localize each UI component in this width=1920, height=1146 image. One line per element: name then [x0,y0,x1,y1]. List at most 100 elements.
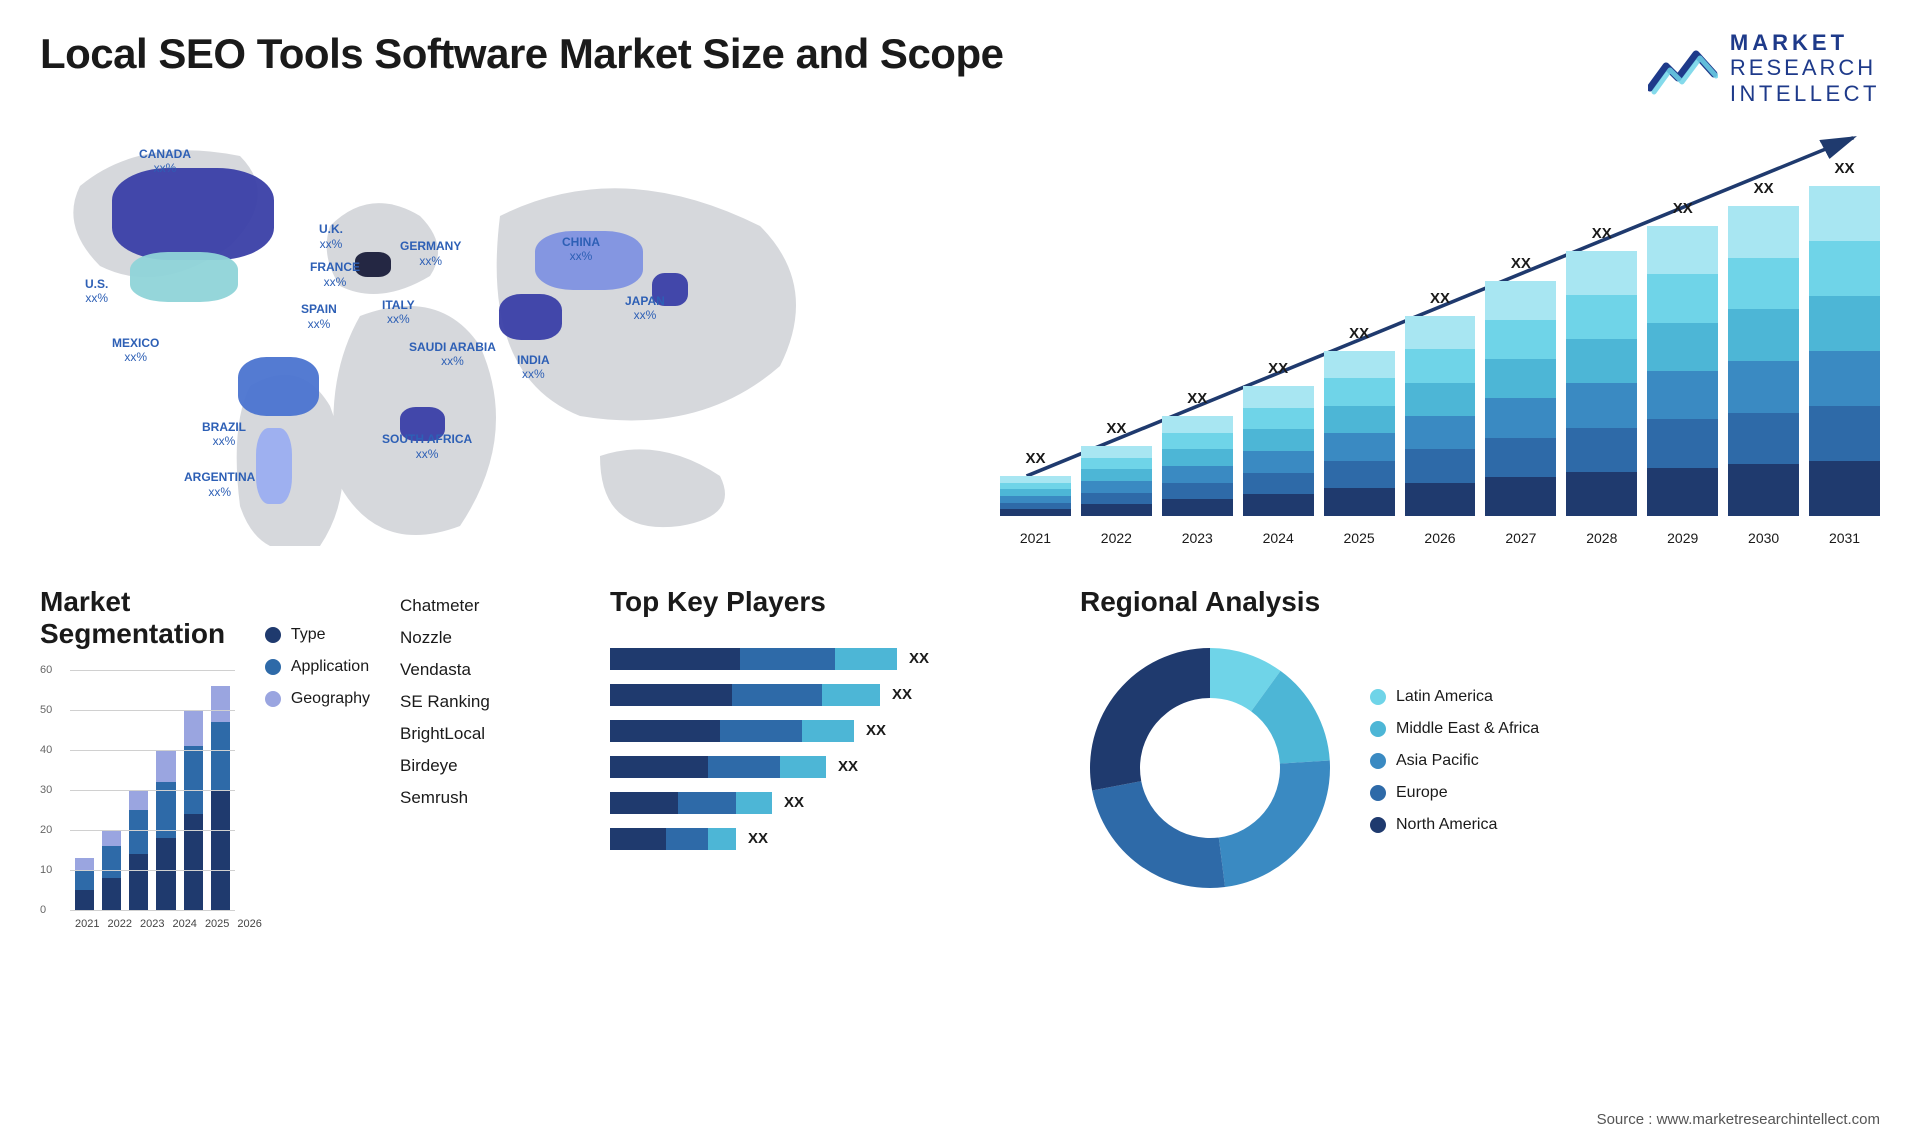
logo-line-2: RESEARCH [1730,55,1880,80]
map-highlight [355,252,391,277]
growth-x-label: 2022 [1081,530,1152,546]
map-label: GERMANYxx% [400,239,461,268]
map-highlight [238,357,319,416]
brand-logo: MARKET RESEARCH INTELLECT [1648,30,1880,106]
growth-bar: XX [1000,476,1071,516]
map-highlight [256,428,292,504]
legend-item: Geography [265,690,370,708]
map-highlight [130,252,238,302]
map-label: SAUDI ARABIAxx% [409,340,496,369]
donut-slice [1219,760,1330,887]
player-name: Chatmeter [400,596,560,616]
growth-x-label: 2031 [1809,530,1880,546]
tkp-row: XX [610,682,1030,708]
map-label: SPAINxx% [301,302,337,331]
growth-x-label: 2030 [1728,530,1799,546]
player-name: BrightLocal [400,724,560,744]
player-name: Vendasta [400,660,560,680]
player-name: Semrush [400,788,560,808]
growth-bar-label: XX [1243,360,1314,377]
growth-bar: XX [1162,416,1233,516]
map-label: CANADAxx% [139,147,191,176]
segmentation-bar [211,686,230,910]
map-label: FRANCExx% [310,260,360,289]
segmentation-chart: 0102030405060 202120222023202420252026 [40,670,235,930]
growth-x-label: 2029 [1647,530,1718,546]
growth-x-label: 2025 [1324,530,1395,546]
growth-bar: XX [1405,316,1476,516]
map-label: U.S.xx% [85,277,108,306]
segmentation-bar [184,710,203,910]
map-label: JAPANxx% [625,294,665,323]
regional-donut-chart [1080,638,1340,898]
legend-item: Europe [1370,784,1880,802]
world-map: CANADAxx% U.S.xx% MEXICOxx% BRAZILxx% ARGENT… [40,126,940,546]
tkp-row: XX [610,790,1030,816]
growth-bar-label: XX [1162,390,1233,407]
segmentation-title: Market Segmentation [40,586,235,650]
player-name: SE Ranking [400,692,560,712]
map-label: ARGENTINAxx% [184,470,255,499]
segmentation-bar [129,790,148,910]
legend-item: Latin America [1370,688,1880,706]
growth-bar-label: XX [1485,255,1556,272]
regional-title: Regional Analysis [1080,586,1880,618]
growth-bar: XX [1243,386,1314,516]
growth-bar: XX [1728,206,1799,516]
growth-bar-label: XX [1324,325,1395,342]
player-name: Birdeye [400,756,560,776]
growth-x-label: 2021 [1000,530,1071,546]
growth-x-label: 2026 [1405,530,1476,546]
legend-item: Asia Pacific [1370,752,1880,770]
logo-line-3: INTELLECT [1730,81,1880,106]
page-title: Local SEO Tools Software Market Size and… [40,30,1003,78]
regional-legend: Latin America Middle East & Africa Asia Pa… [1370,688,1880,848]
logo-mark-icon [1648,38,1718,98]
tkp-row: XX [610,754,1030,780]
map-label: U.K.xx% [319,222,343,251]
growth-bar: XX [1566,251,1637,516]
tkp-value: XX [748,830,768,847]
map-label: ITALYxx% [382,298,415,327]
growth-x-label: 2024 [1243,530,1314,546]
growth-x-label: 2028 [1566,530,1637,546]
map-label: INDIAxx% [517,353,550,382]
top-key-players-chart: XX XX XX XX XX XX [610,638,1030,852]
growth-bar-label: XX [1000,450,1071,467]
source-line: Source : www.marketresearchintellect.com [1597,1111,1880,1128]
growth-bar: XX [1809,186,1880,516]
top-key-players-title: Top Key Players [610,586,1030,618]
growth-bar-label: XX [1809,160,1880,177]
segmentation-bar [75,858,94,910]
tkp-value: XX [909,650,929,667]
tkp-value: XX [838,758,858,775]
legend-item: Application [265,658,370,676]
market-growth-chart: XXXXXXXXXXXXXXXXXXXXXX 20212022202320242… [1000,126,1880,546]
growth-bar: XX [1324,351,1395,516]
growth-bar: XX [1647,226,1718,516]
map-highlight [499,294,562,340]
tkp-row: XX [610,718,1030,744]
map-label: MEXICOxx% [112,336,159,365]
map-highlight [112,168,274,260]
legend-item: Middle East & Africa [1370,720,1880,738]
growth-bar-label: XX [1081,420,1152,437]
growth-x-label: 2027 [1485,530,1556,546]
growth-bar-label: XX [1728,180,1799,197]
segmentation-legend: Type Application Geography [265,586,370,930]
map-label: BRAZILxx% [202,420,246,449]
growth-bar: XX [1485,281,1556,516]
map-label: SOUTH AFRICAxx% [382,432,472,461]
player-name-list: ChatmeterNozzleVendastaSE RankingBrightL… [400,586,560,930]
donut-slice [1092,781,1225,888]
growth-bar: XX [1081,446,1152,516]
tkp-value: XX [866,722,886,739]
growth-bar-label: XX [1566,225,1637,242]
tkp-row: XX [610,646,1030,672]
legend-item: North America [1370,816,1880,834]
growth-x-label: 2023 [1162,530,1233,546]
tkp-value: XX [892,686,912,703]
donut-slice [1090,648,1210,790]
tkp-value: XX [784,794,804,811]
legend-item: Type [265,626,370,644]
